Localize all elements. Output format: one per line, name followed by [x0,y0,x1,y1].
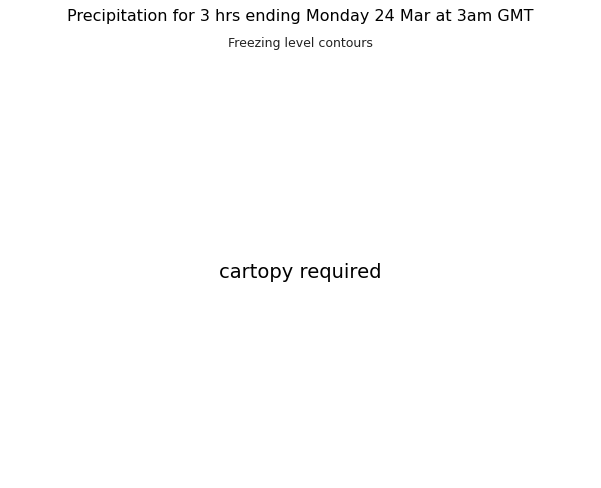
Text: Precipitation for 3 hrs ending Monday 24 Mar at 3am GMT: Precipitation for 3 hrs ending Monday 24… [67,9,534,24]
Text: cartopy required: cartopy required [219,263,382,282]
Text: Freezing level contours: Freezing level contours [228,37,373,50]
